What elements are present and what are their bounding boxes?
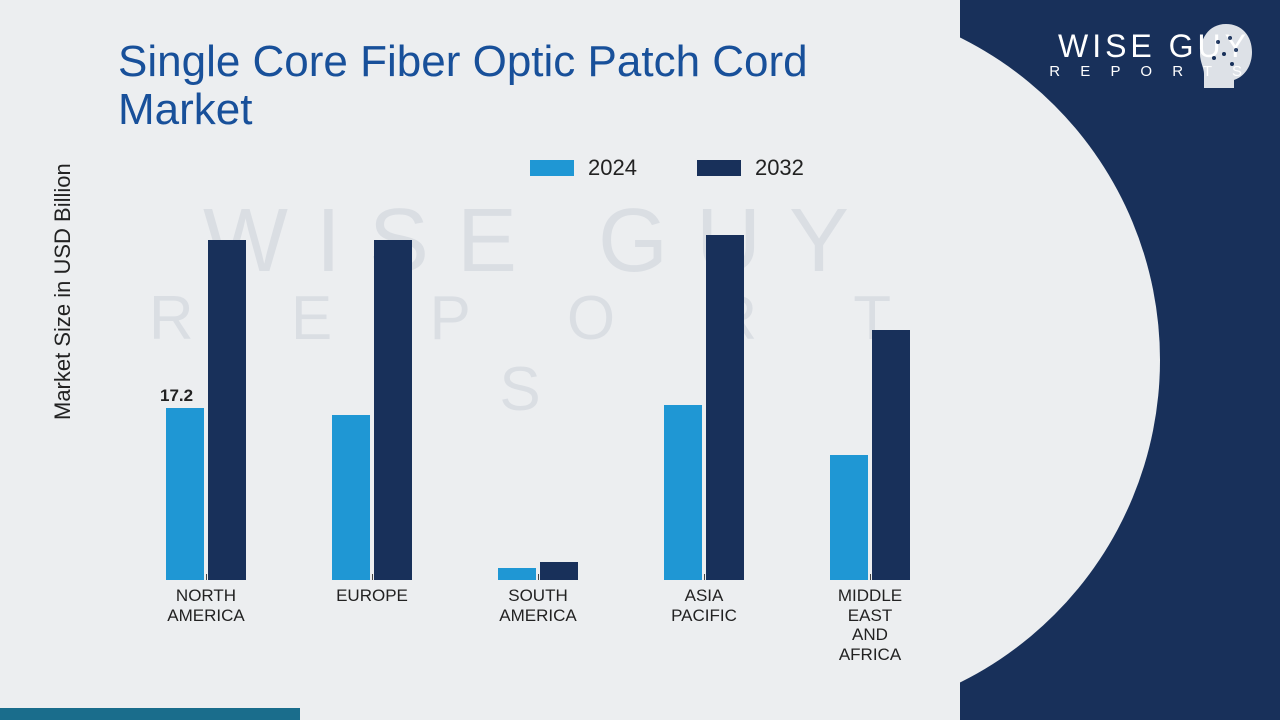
category-label: ASIAPACIFIC (639, 586, 769, 625)
bar (374, 240, 412, 580)
category-label: NORTHAMERICA (141, 586, 271, 625)
bar (706, 235, 744, 580)
brand-head-icon (1196, 22, 1256, 92)
bottom-accent-bar (0, 708, 300, 720)
x-tick (538, 574, 539, 580)
page: WISE GUY R E P O R T S Single Core Fiber… (0, 0, 1280, 720)
brand-logo: WISE GUY R E P O R T S (1049, 28, 1250, 80)
x-tick (870, 574, 871, 580)
x-tick (206, 574, 207, 580)
bar (498, 568, 536, 580)
chart-title: Single Core Fiber Optic Patch Cord Marke… (118, 38, 878, 135)
bar (332, 415, 370, 580)
bar (830, 455, 868, 580)
bar-value-label: 17.2 (160, 386, 193, 406)
x-tick (704, 574, 705, 580)
bar (664, 405, 702, 580)
bar-chart: Market Size in USD Billion NORTHAMERICAE… (90, 160, 970, 660)
category-label: SOUTHAMERICA (473, 586, 603, 625)
category-label: MIDDLEEASTANDAFRICA (805, 586, 935, 664)
bar (208, 240, 246, 580)
bar (166, 408, 204, 580)
x-tick (372, 574, 373, 580)
y-axis-label: Market Size in USD Billion (50, 163, 76, 420)
bar (872, 330, 910, 580)
category-label: EUROPE (307, 586, 437, 606)
plot-area (150, 180, 950, 580)
bar (540, 562, 578, 580)
